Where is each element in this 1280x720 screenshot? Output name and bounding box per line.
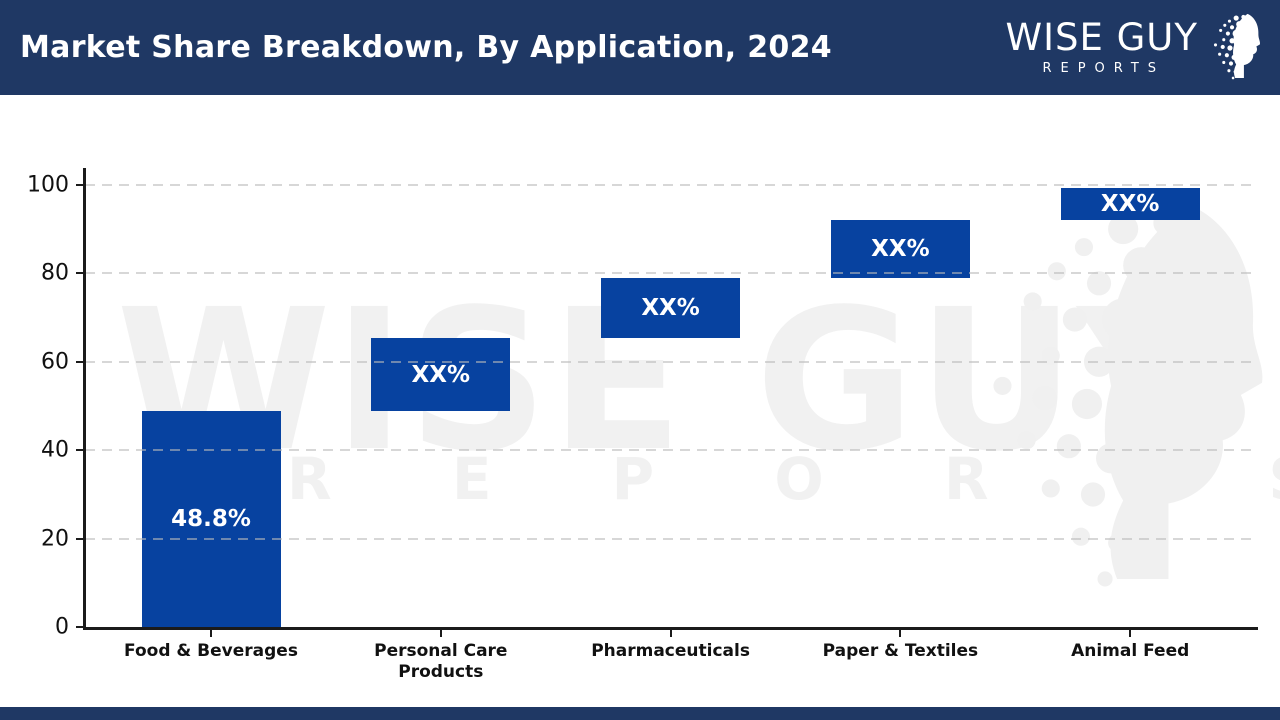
gridline xyxy=(85,537,1258,540)
y-tick-mark xyxy=(76,360,85,363)
bar-value-label: XX% xyxy=(871,235,930,262)
logo-wordmark: WISE GUY xyxy=(1005,16,1198,59)
logo-subtext: REPORTS xyxy=(1042,61,1166,76)
gridline xyxy=(85,272,1258,274)
gridline xyxy=(85,360,1258,363)
y-tick-label: 40 xyxy=(41,437,69,463)
y-tick-label: 60 xyxy=(41,349,69,374)
x-tick-mark xyxy=(210,630,212,637)
y-tick-mark xyxy=(76,626,85,628)
gridline xyxy=(85,183,1258,186)
y-tick-mark xyxy=(76,272,85,274)
footer-bar xyxy=(0,707,1280,720)
y-tick-label: 100 xyxy=(27,172,69,197)
bar-value-label: 48.8% xyxy=(171,506,251,533)
bar-segment: XX% xyxy=(830,219,970,278)
y-axis-line xyxy=(83,168,86,630)
x-category-label: Animal Feed xyxy=(1071,641,1190,661)
bar-value-label: XX% xyxy=(641,294,700,321)
y-tick-mark xyxy=(76,449,85,451)
face-dots-icon xyxy=(1213,13,1261,79)
x-tick-mark xyxy=(669,630,672,637)
page-title: Market Share Breakdown, By Application, … xyxy=(20,30,832,65)
bar-value-label: XX% xyxy=(1100,190,1160,217)
bar-segment: XX% xyxy=(1060,188,1200,220)
bar-value-label: XX% xyxy=(411,361,471,388)
y-tick-label: 80 xyxy=(41,260,69,286)
watermark-face-icon xyxy=(993,204,1263,587)
x-tick-mark xyxy=(439,630,442,637)
bar-segment: XX% xyxy=(601,277,741,339)
y-tick-mark xyxy=(76,183,85,186)
x-category-label: Pharmaceuticals xyxy=(591,641,750,661)
bar-segment: 48.8% xyxy=(141,411,281,627)
y-tick-mark xyxy=(76,537,85,540)
x-tick-mark xyxy=(1129,630,1132,637)
x-category-label: Paper & Textiles xyxy=(822,641,979,661)
x-category-label: Personal Care Products xyxy=(374,641,508,683)
x-category-label: Food & Beverages xyxy=(124,641,298,661)
gridline xyxy=(85,449,1258,451)
x-axis-line xyxy=(83,627,1258,630)
bar-segment: XX% xyxy=(371,338,511,412)
y-tick-label: 20 xyxy=(41,526,69,551)
x-tick-mark xyxy=(899,630,902,637)
brand-logo: WISE GUY REPORTS xyxy=(1006,10,1262,86)
header: Market Share Breakdown, By Application, … xyxy=(0,0,1280,95)
y-tick-label: 0 xyxy=(55,614,69,640)
brand-logo-text: WISE GUY REPORTS xyxy=(1006,19,1198,76)
